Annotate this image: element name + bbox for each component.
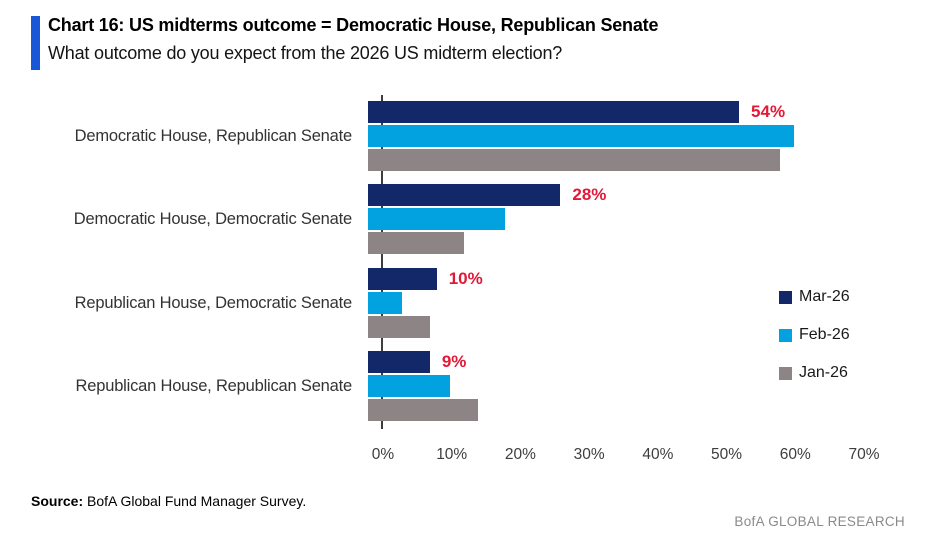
x-tick-label: 0% xyxy=(371,446,395,463)
source-note: Source: BofA Global Fund Manager Survey. xyxy=(31,493,306,509)
bar-feb-26 xyxy=(368,208,506,231)
y-axis-line xyxy=(381,95,383,429)
category-label: Democratic House, Republican Senate xyxy=(74,127,353,146)
chart-subtitle: What outcome do you expect from the 2026… xyxy=(48,43,563,63)
x-tick-label: 40% xyxy=(642,446,674,463)
category-label: Republican House, Republican Senate xyxy=(75,376,353,395)
category-label: Republican House, Democratic Senate xyxy=(74,293,353,312)
bar-feb-26 xyxy=(368,374,451,397)
bar-jan-26 xyxy=(368,149,781,171)
bar-jan-26 xyxy=(368,232,465,255)
legend: Mar-26 Feb-26 Jan-26 xyxy=(779,288,850,382)
category-label: Democratic House, Democratic Senate xyxy=(73,210,352,229)
bar-mar-26 xyxy=(368,101,740,123)
source-text: BofA Global Fund Manager Survey. xyxy=(83,493,307,509)
title-accent-bar xyxy=(31,16,40,70)
chart-rows: Democratic House, Republican Senate 54% De… xyxy=(0,95,926,428)
legend-label: Mar-26 xyxy=(799,288,850,305)
bar-jan-26 xyxy=(368,315,430,338)
bar-mar-26 xyxy=(368,267,437,290)
bar-group: 10% xyxy=(368,262,849,345)
bar-jan-26 xyxy=(368,398,478,421)
data-label: 54% xyxy=(751,102,786,121)
x-tick-label: 70% xyxy=(848,446,880,463)
legend-item-mar-26: Mar-26 xyxy=(779,288,850,306)
data-label: 10% xyxy=(448,268,483,288)
legend-swatch xyxy=(779,328,792,342)
chart-group-row: Republican House, Democratic Senate 10% xyxy=(0,262,926,345)
chart-group-row: Democratic House, Republican Senate 54% xyxy=(0,95,926,178)
legend-item-feb-26: Feb-26 xyxy=(779,326,850,344)
chart-group-row: Republican House, Republican Senate 9% xyxy=(0,345,926,428)
x-tick-label: 30% xyxy=(573,446,605,463)
legend-label: Feb-26 xyxy=(799,326,850,343)
x-axis: 0% 10% 20% 30% 40% 50% 60% 70% xyxy=(372,446,880,466)
x-tick-label: 60% xyxy=(779,446,811,463)
source-label: Source: xyxy=(31,493,84,509)
bar-mar-26 xyxy=(368,350,430,373)
legend-swatch xyxy=(779,290,792,304)
chart-group-row: Democratic House, Democratic Senate 28% xyxy=(0,178,926,261)
x-tick-label: 50% xyxy=(711,446,743,463)
data-label: 28% xyxy=(572,185,607,205)
brand-footer: BofA GLOBAL RESEARCH xyxy=(734,514,905,529)
bar-group: 54% xyxy=(368,95,849,178)
x-tick-label: 20% xyxy=(504,446,536,463)
data-label: 9% xyxy=(441,351,467,371)
x-tick-label: 10% xyxy=(436,446,468,463)
legend-item-jan-26: Jan-26 xyxy=(779,364,850,382)
bar-feb-26 xyxy=(368,125,795,147)
bar-feb-26 xyxy=(368,291,403,314)
legend-swatch xyxy=(779,366,792,380)
bar-group: 28% xyxy=(368,178,849,261)
legend-label: Jan-26 xyxy=(799,364,848,381)
chart-title: Chart 16: US midterms outcome = Democrat… xyxy=(48,15,659,35)
bar-group: 9% xyxy=(368,345,849,428)
bar-mar-26 xyxy=(368,184,561,207)
